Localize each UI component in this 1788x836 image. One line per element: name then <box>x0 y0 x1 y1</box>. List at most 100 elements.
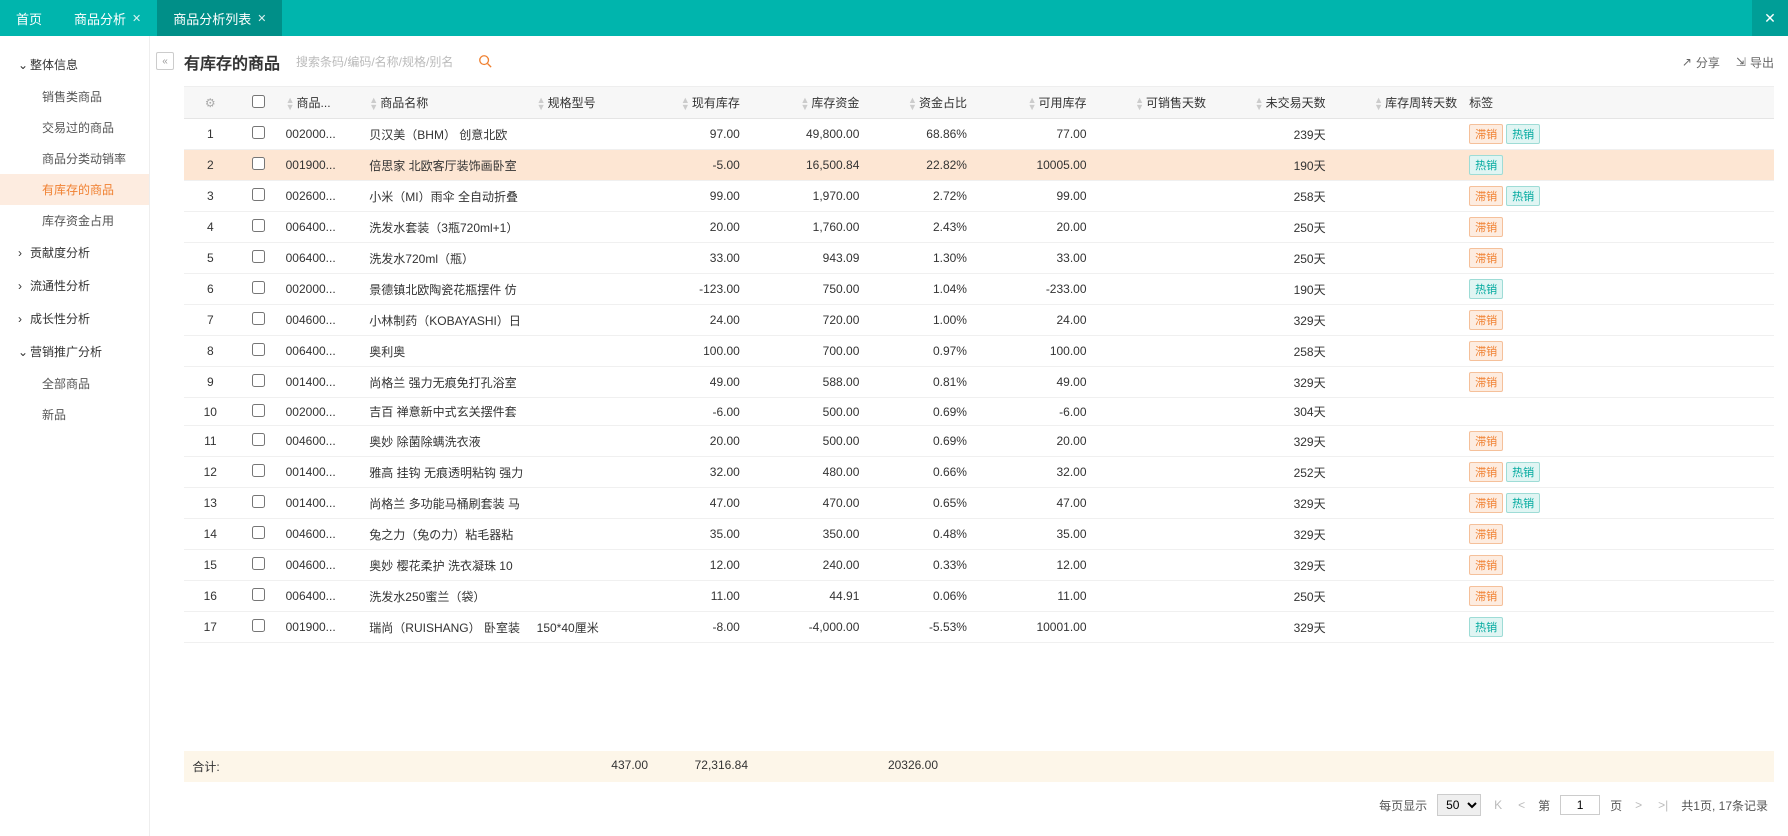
table-row[interactable]: 11004600...奥妙 除菌除螨洗衣液20.00500.000.69%20.… <box>184 426 1774 457</box>
col-header-sale_days[interactable]: ▲▼可销售天数 <box>1093 87 1213 119</box>
tab-2[interactable]: 商品分析列表✕ <box>157 0 282 36</box>
row-checkbox[interactable] <box>252 250 265 263</box>
col-header-turnover_days[interactable]: ▲▼库存周转天数 <box>1332 87 1464 119</box>
next-page-button[interactable]: > <box>1632 798 1645 812</box>
col-header-avail_stock[interactable]: ▲▼可用库存 <box>973 87 1093 119</box>
cell-turnover_days <box>1332 243 1464 274</box>
row-checkbox[interactable] <box>252 219 265 232</box>
col-header-name[interactable]: ▲▼商品名称 <box>363 87 530 119</box>
sidebar-group-2[interactable]: ›流通性分析 <box>0 269 149 302</box>
row-checkbox[interactable] <box>252 588 265 601</box>
search-input[interactable] <box>294 51 464 74</box>
tag-badge: 热销 <box>1469 617 1503 637</box>
row-checkbox[interactable] <box>252 126 265 139</box>
sidebar-group-4[interactable]: ⌄营销推广分析 <box>0 335 149 368</box>
cell-turnover_days <box>1332 488 1464 519</box>
table-row[interactable]: 15004600...奥妙 樱花柔护 洗衣凝珠 1012.00240.000.3… <box>184 550 1774 581</box>
table-row[interactable]: 12001400...雅高 挂钩 无痕透明粘钩 强力32.00480.000.6… <box>184 457 1774 488</box>
sidebar-item-0-0[interactable]: 销售类商品 <box>0 81 149 112</box>
row-checkbox[interactable] <box>252 619 265 632</box>
cell-money_ratio: 0.33% <box>865 550 973 581</box>
row-checkbox[interactable] <box>252 157 265 170</box>
select-all-checkbox[interactable] <box>252 95 265 108</box>
row-checkbox[interactable] <box>252 374 265 387</box>
row-checkbox[interactable] <box>252 404 265 417</box>
col-header-code[interactable]: ▲▼商品... <box>280 87 364 119</box>
sidebar-group-3[interactable]: ›成长性分析 <box>0 302 149 335</box>
row-checkbox[interactable] <box>252 557 265 570</box>
total-cell-money_ratio <box>754 758 844 775</box>
table-row[interactable]: 8006400...奥利奥100.00700.000.97%100.00258天… <box>184 336 1774 367</box>
table-row[interactable]: 13001400...尚格兰 多功能马桶刷套装 马47.00470.000.65… <box>184 488 1774 519</box>
cell-code: 004600... <box>280 305 364 336</box>
per-page-select[interactable]: 50 <box>1437 794 1481 816</box>
row-checkbox[interactable] <box>252 464 265 477</box>
close-tab-icon[interactable]: ✕ <box>132 12 141 25</box>
cell-code: 006400... <box>280 581 364 612</box>
cell-gear: 5 <box>184 243 237 274</box>
cell-stock: 100.00 <box>626 336 746 367</box>
table-row[interactable]: 5006400...洗发水720ml（瓶）33.00943.091.30%33.… <box>184 243 1774 274</box>
cell-stock: -5.00 <box>626 150 746 181</box>
col-header-stock_money[interactable]: ▲▼库存资金 <box>746 87 866 119</box>
cell-name: 兔之力（兔の力）粘毛器粘 <box>363 519 530 550</box>
cell-no_trade_days: 329天 <box>1212 612 1332 643</box>
cell-spec <box>531 181 627 212</box>
table-row[interactable]: 2001900...倍思家 北欧客厅装饰画卧室-5.0016,500.8422.… <box>184 150 1774 181</box>
share-button[interactable]: ↗ 分享 <box>1682 54 1720 71</box>
close-tab-icon[interactable]: ✕ <box>257 12 266 25</box>
cell-spec <box>531 488 627 519</box>
cell-check <box>237 212 280 243</box>
close-all-tabs-button[interactable]: ✕ <box>1752 0 1788 36</box>
sidebar-item-4-0[interactable]: 全部商品 <box>0 368 149 399</box>
collapse-sidebar-button[interactable]: « <box>156 52 174 70</box>
sidebar-group-1[interactable]: ›贡献度分析 <box>0 236 149 269</box>
first-page-button[interactable]: K <box>1491 798 1505 812</box>
col-header-no_trade_days[interactable]: ▲▼未交易天数 <box>1212 87 1332 119</box>
export-button[interactable]: ⇲ 导出 <box>1736 54 1774 71</box>
cell-turnover_days <box>1332 398 1464 426</box>
table-row[interactable]: 1002000...贝汉美（BHM） 创意北欧97.0049,800.0068.… <box>184 119 1774 150</box>
table-row[interactable]: 7004600...小林制药（KOBAYASHI）日24.00720.001.0… <box>184 305 1774 336</box>
sidebar-item-0-1[interactable]: 交易过的商品 <box>0 112 149 143</box>
table-row[interactable]: 10002000...吉百 禅意新中式玄关摆件套-6.00500.000.69%… <box>184 398 1774 426</box>
tab-1[interactable]: 商品分析 ✕ <box>58 0 157 36</box>
cell-gear: 14 <box>184 519 237 550</box>
table-row[interactable]: 6002000...景德镇北欧陶瓷花瓶摆件 仿-123.00750.001.04… <box>184 274 1774 305</box>
col-header-label: 库存资金 <box>811 96 859 110</box>
sidebar-group-0[interactable]: ⌄整体信息 <box>0 48 149 81</box>
table-row[interactable]: 4006400...洗发水套装（3瓶720ml+1）20.001,760.002… <box>184 212 1774 243</box>
sidebar-item-0-4[interactable]: 库存资金占用 <box>0 205 149 236</box>
gear-icon[interactable]: ⚙ <box>205 96 216 110</box>
row-checkbox[interactable] <box>252 188 265 201</box>
table-row[interactable]: 16006400...洗发水250蜜兰（袋）11.0044.910.06%11.… <box>184 581 1774 612</box>
row-checkbox[interactable] <box>252 433 265 446</box>
table-row[interactable]: 14004600...兔之力（兔の力）粘毛器粘35.00350.000.48%3… <box>184 519 1774 550</box>
row-checkbox[interactable] <box>252 495 265 508</box>
sidebar-item-0-2[interactable]: 商品分类动销率 <box>0 143 149 174</box>
page-input[interactable] <box>1560 795 1600 815</box>
tab-label: 商品分析 <box>74 9 126 28</box>
search-icon[interactable] <box>478 54 492 71</box>
sidebar-item-0-3[interactable]: 有库存的商品 <box>0 174 149 205</box>
table-row[interactable]: 9001400...尚格兰 强力无痕免打孔浴室49.00588.000.81%4… <box>184 367 1774 398</box>
row-checkbox[interactable] <box>252 312 265 325</box>
tag-badge: 滞销 <box>1469 124 1503 144</box>
cell-sale_days <box>1093 243 1213 274</box>
col-header-spec[interactable]: ▲▼规格型号 <box>531 87 627 119</box>
cell-check <box>237 457 280 488</box>
table-row[interactable]: 3002600...小米（MI）雨伞 全自动折叠99.001,970.002.7… <box>184 181 1774 212</box>
row-checkbox[interactable] <box>252 281 265 294</box>
table-row[interactable]: 17001900...瑞尚（RUISHANG） 卧室装150*40厘米-8.00… <box>184 612 1774 643</box>
tab-0[interactable]: 首页 <box>0 0 58 36</box>
cell-stock_money: 750.00 <box>746 274 866 305</box>
sidebar-item-4-1[interactable]: 新品 <box>0 399 149 430</box>
row-checkbox[interactable] <box>252 343 265 356</box>
col-header-money_ratio[interactable]: ▲▼资金占比 <box>865 87 973 119</box>
cell-no_trade_days: 329天 <box>1212 305 1332 336</box>
cell-check <box>237 488 280 519</box>
prev-page-button[interactable]: < <box>1515 798 1528 812</box>
col-header-stock[interactable]: ▲▼现有库存 <box>626 87 746 119</box>
last-page-button[interactable]: >| <box>1655 798 1671 812</box>
row-checkbox[interactable] <box>252 526 265 539</box>
